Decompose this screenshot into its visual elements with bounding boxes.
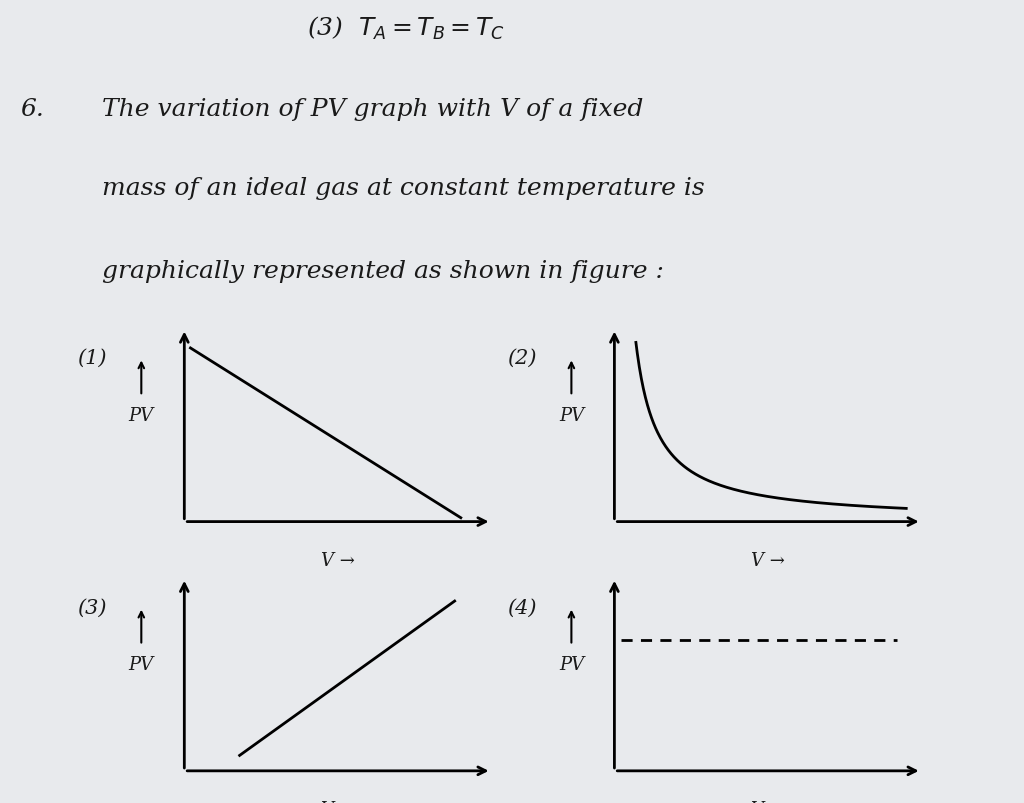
- Text: PV: PV: [129, 655, 154, 673]
- Text: V →: V →: [751, 801, 785, 803]
- Text: The variation of PV graph with V of a fixed: The variation of PV graph with V of a fi…: [102, 98, 644, 120]
- Text: (4): (4): [508, 597, 537, 617]
- Text: PV: PV: [559, 406, 584, 424]
- Text: (1): (1): [78, 349, 106, 368]
- Text: 6.: 6.: [20, 98, 44, 120]
- Text: V →: V →: [751, 552, 785, 569]
- Text: graphically represented as shown in figure :: graphically represented as shown in figu…: [102, 259, 665, 283]
- Text: (3): (3): [78, 597, 106, 617]
- Text: PV: PV: [559, 655, 584, 673]
- Text: PV: PV: [129, 406, 154, 424]
- Text: (3)  $T_A = T_B = T_C$: (3) $T_A = T_B = T_C$: [307, 15, 505, 43]
- Text: (2): (2): [508, 349, 537, 368]
- Text: V →: V →: [321, 801, 355, 803]
- Text: mass of an ideal gas at constant temperature is: mass of an ideal gas at constant tempera…: [102, 177, 706, 200]
- Text: V →: V →: [321, 552, 355, 569]
